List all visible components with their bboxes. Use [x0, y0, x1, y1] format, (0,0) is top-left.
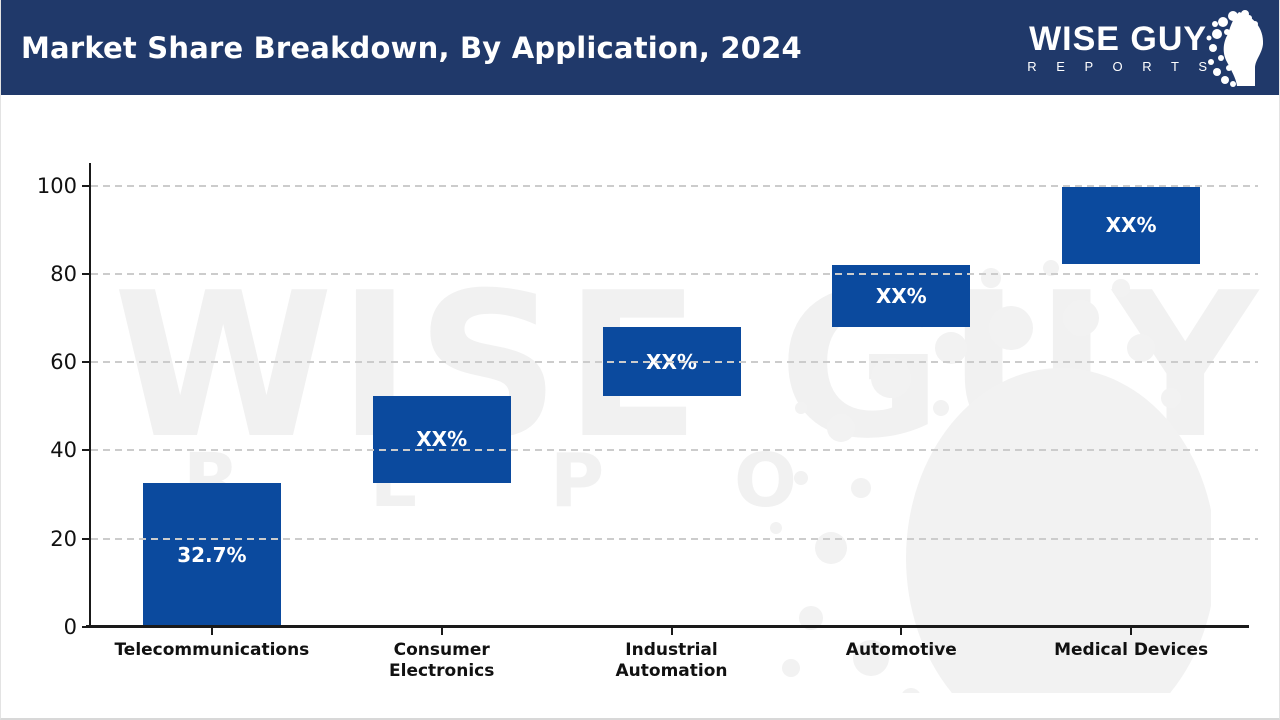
y-tick-mark-100 [82, 184, 89, 187]
logo-subtitle: R E P O R T S [1027, 59, 1215, 75]
gridline-20 [91, 537, 1258, 540]
x-category-label-telecommunications: Telecommunications [114, 640, 310, 660]
y-tick-label-40: 40 [50, 438, 77, 463]
bar-medical-devices: XX% [1062, 187, 1201, 264]
x-category-label-industrial-automation: Industrial Automation [615, 640, 728, 682]
gridline-100 [91, 184, 1258, 187]
y-tick-label-20: 20 [50, 526, 77, 551]
x-tick-mark-1 [210, 628, 213, 635]
gridline-80 [91, 272, 1258, 275]
y-tick-mark-40 [82, 449, 89, 452]
y-tick-mark-0 [82, 626, 89, 628]
y-tick-label-80: 80 [50, 261, 77, 286]
x-tick-mark-4 [900, 628, 903, 635]
y-tick-mark-60 [82, 361, 89, 364]
y-tick-label-0: 0 [63, 615, 77, 639]
x-category-label-automotive: Automotive [845, 640, 957, 660]
y-axis-spine [89, 163, 91, 628]
x-category-label-medical-devices: Medical Devices [1054, 640, 1209, 660]
bar-value-label: 32.7% [177, 542, 247, 567]
y-tick-mark-20 [82, 537, 89, 540]
y-tick-label-100: 100 [36, 173, 77, 198]
page-title: Market Share Breakdown, By Application, … [21, 30, 802, 65]
logo-text: WISE GUY R E P O R T S [1021, 19, 1215, 75]
bar-telecommunications: 32.7% [142, 482, 281, 627]
x-axis-spine [86, 625, 1249, 628]
x-tick-mark-3 [670, 628, 673, 635]
logo-head-icon [1206, 10, 1264, 87]
x-category-label-consumer-electronics: Consumer Electronics [389, 640, 495, 682]
wise-guy-logo: WISE GUY R E P O R T S [1021, 8, 1267, 88]
x-tick-mark-5 [1130, 628, 1133, 635]
header-bar: Market Share Breakdown, By Application, … [1, 0, 1279, 95]
x-tick-mark-2 [440, 628, 443, 635]
gridline-40 [91, 449, 1258, 452]
y-tick-label-60: 60 [50, 350, 77, 375]
bar-value-label: XX% [1105, 213, 1157, 238]
bar-consumer-electronics: XX% [372, 396, 511, 483]
logo-wordmark: WISE GUY [1029, 19, 1208, 58]
bar-value-label: XX% [875, 283, 927, 308]
bar-value-label: XX% [416, 427, 468, 452]
gridline-60 [91, 361, 1258, 364]
y-tick-mark-80 [82, 272, 89, 275]
